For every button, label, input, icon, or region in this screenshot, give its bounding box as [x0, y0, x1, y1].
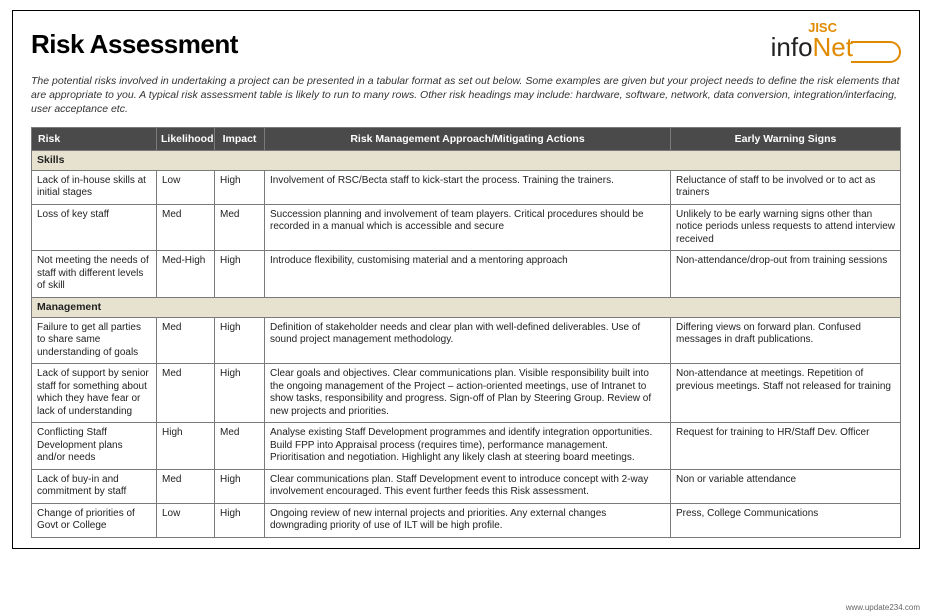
- cell-approach: Ongoing review of new internal projects …: [265, 503, 671, 537]
- cell-risk: Not meeting the needs of staff with diff…: [32, 251, 157, 298]
- cell-approach: Analyse existing Staff Development progr…: [265, 423, 671, 470]
- cell-warning: Reluctance of staff to be involved or to…: [671, 170, 901, 204]
- cell-impact: Med: [215, 423, 265, 470]
- cell-approach: Introduce flexibility, customising mater…: [265, 251, 671, 298]
- cell-approach: Succession planning and involvement of t…: [265, 204, 671, 251]
- cell-impact: High: [215, 317, 265, 364]
- table-row: Lack of support by senior staff for some…: [32, 364, 901, 423]
- table-row: Conflicting Staff Development plans and/…: [32, 423, 901, 470]
- table-row: Lack of in-house skills at initial stage…: [32, 170, 901, 204]
- risk-assessment-table: Risk Likelihood Impact Risk Management A…: [31, 127, 901, 538]
- table-row: Not meeting the needs of staff with diff…: [32, 251, 901, 298]
- logo-swoosh-icon: [851, 41, 901, 63]
- cell-likelihood: Med-High: [157, 251, 215, 298]
- cell-impact: Med: [215, 204, 265, 251]
- cell-likelihood: High: [157, 423, 215, 470]
- section-name: Management: [32, 297, 901, 317]
- col-header-likelihood: Likelihood: [157, 127, 215, 150]
- cell-likelihood: Med: [157, 204, 215, 251]
- table-row: Change of priorities of Govt or CollegeL…: [32, 503, 901, 537]
- col-header-warning: Early Warning Signs: [671, 127, 901, 150]
- cell-warning: Unlikely to be early warning signs other…: [671, 204, 901, 251]
- cell-risk: Loss of key staff: [32, 204, 157, 251]
- col-header-impact: Impact: [215, 127, 265, 150]
- header: Risk Assessment JISC infoNet: [31, 25, 901, 68]
- cell-likelihood: Med: [157, 469, 215, 503]
- cell-warning: Press, College Communications: [671, 503, 901, 537]
- logo-infonet-text: infoNet: [771, 34, 901, 63]
- cell-likelihood: Low: [157, 170, 215, 204]
- cell-risk: Lack of buy-in and commitment by staff: [32, 469, 157, 503]
- table-row: Loss of key staffMedMedSuccession planni…: [32, 204, 901, 251]
- cell-risk: Conflicting Staff Development plans and/…: [32, 423, 157, 470]
- cell-warning: Request for training to HR/Staff Dev. Of…: [671, 423, 901, 470]
- cell-risk: Failure to get all parties to share same…: [32, 317, 157, 364]
- footer-url: www.update234.com: [846, 603, 920, 612]
- section-name: Skills: [32, 150, 901, 170]
- cell-warning: Non-attendance/drop-out from training se…: [671, 251, 901, 298]
- page-title: Risk Assessment: [31, 29, 238, 60]
- cell-approach: Definition of stakeholder needs and clea…: [265, 317, 671, 364]
- table-header-row: Risk Likelihood Impact Risk Management A…: [32, 127, 901, 150]
- table-row: Lack of buy-in and commitment by staffMe…: [32, 469, 901, 503]
- cell-likelihood: Low: [157, 503, 215, 537]
- cell-impact: High: [215, 364, 265, 423]
- jisc-infonet-logo: JISC infoNet: [771, 21, 901, 63]
- cell-likelihood: Med: [157, 317, 215, 364]
- section-row: Skills: [32, 150, 901, 170]
- col-header-risk: Risk: [32, 127, 157, 150]
- cell-risk: Lack of in-house skills at initial stage…: [32, 170, 157, 204]
- cell-impact: High: [215, 170, 265, 204]
- cell-approach: Involvement of RSC/Becta staff to kick-s…: [265, 170, 671, 204]
- col-header-approach: Risk Management Approach/Mitigating Acti…: [265, 127, 671, 150]
- cell-impact: High: [215, 503, 265, 537]
- document-page: Risk Assessment JISC infoNet The potenti…: [12, 10, 920, 549]
- table-row: Failure to get all parties to share same…: [32, 317, 901, 364]
- cell-warning: Differing views on forward plan. Confuse…: [671, 317, 901, 364]
- cell-approach: Clear goals and objectives. Clear commun…: [265, 364, 671, 423]
- cell-risk: Change of priorities of Govt or College: [32, 503, 157, 537]
- cell-impact: High: [215, 469, 265, 503]
- section-row: Management: [32, 297, 901, 317]
- cell-impact: High: [215, 251, 265, 298]
- cell-likelihood: Med: [157, 364, 215, 423]
- intro-description: The potential risks involved in undertak…: [31, 74, 901, 117]
- cell-warning: Non-attendance at meetings. Repetition o…: [671, 364, 901, 423]
- cell-risk: Lack of support by senior staff for some…: [32, 364, 157, 423]
- cell-warning: Non or variable attendance: [671, 469, 901, 503]
- cell-approach: Clear communications plan. Staff Develop…: [265, 469, 671, 503]
